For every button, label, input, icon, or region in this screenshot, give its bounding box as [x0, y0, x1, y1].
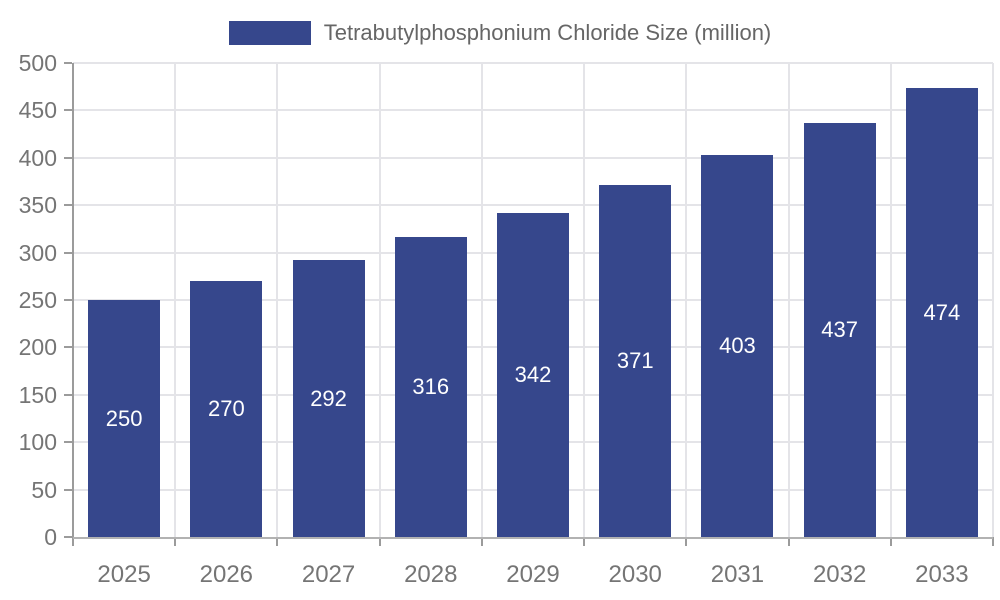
y-tick-label: 250: [18, 287, 57, 313]
bar: [803, 123, 876, 537]
y-axis-tick: [64, 299, 72, 301]
gridline-vertical: [378, 63, 381, 537]
y-axis-tick: [64, 393, 72, 396]
gridline-vertical: [583, 63, 586, 537]
gridline-vertical: [480, 63, 483, 537]
x-tick-label: 2031: [710, 561, 765, 588]
y-axis-line: [72, 63, 74, 546]
plot-area: 0 50 100 150 200 250 300 350 400 450 500 250 2025 270…: [19, 50, 994, 588]
x-axis-tick: [889, 537, 892, 546]
y-axis-tick: [64, 346, 72, 349]
legend-label: Tetrabutylphosphonium Chloride Size (mil…: [323, 20, 772, 45]
y-tick-label: 400: [18, 144, 57, 171]
x-tick-label: 2025: [97, 561, 151, 588]
y-tick-label: 50: [31, 476, 57, 503]
x-axis-line: [73, 537, 993, 539]
y-tick-label: 100: [18, 429, 57, 456]
x-tick-label: 2028: [404, 561, 458, 588]
bar-value-label: 403: [719, 333, 756, 358]
y-tick-label: 300: [18, 239, 57, 266]
bar-value-label: 250: [105, 405, 143, 431]
bar: [905, 88, 978, 537]
y-axis-tick: [64, 62, 72, 64]
bar-value-label: 292: [310, 385, 347, 411]
bar-value-label: 270: [207, 396, 245, 421]
y-axis-tick: [64, 204, 72, 207]
x-axis-tick: [174, 537, 177, 546]
y-axis-tick: [64, 536, 72, 538]
bar-value-label: 316: [412, 374, 450, 399]
y-tick-label: 500: [18, 50, 57, 76]
y-tick-label: 0: [44, 524, 57, 550]
y-tick-label: 350: [18, 192, 57, 219]
y-tick-label: 150: [18, 381, 57, 408]
bar-value-label: 474: [923, 299, 961, 325]
gridline-horizontal: [73, 62, 993, 64]
bar: [88, 300, 161, 537]
x-axis-tick: [378, 537, 381, 546]
bar: [599, 185, 672, 537]
x-axis-tick: [787, 537, 790, 546]
bar: [394, 237, 467, 537]
legend: Tetrabutylphosphonium Chloride Size (mil…: [0, 20, 1000, 46]
gridline-horizontal: [73, 109, 993, 112]
bar-value-label: 437: [821, 317, 859, 342]
x-tick-label: 2026: [199, 561, 254, 588]
bar: [190, 281, 263, 537]
x-axis-tick: [992, 537, 994, 546]
y-axis-tick: [64, 109, 72, 112]
bar: [701, 155, 774, 537]
y-tick-label: 200: [18, 334, 57, 361]
bar: [292, 260, 365, 537]
y-axis-tick: [64, 251, 72, 254]
bar-value-label: 342: [514, 362, 552, 387]
x-tick-label: 2029: [506, 561, 560, 588]
x-tick-label: 2032: [812, 561, 867, 588]
x-axis-tick: [276, 537, 279, 546]
x-tick-label: 2033: [915, 561, 969, 588]
y-tick-label: 450: [18, 97, 57, 124]
y-axis-tick: [64, 488, 72, 491]
gridline-vertical: [787, 63, 790, 537]
gridline-vertical: [174, 63, 177, 537]
x-axis-tick: [583, 537, 586, 546]
bar: [497, 213, 569, 537]
x-axis-tick: [685, 537, 688, 546]
x-axis-tick: [480, 537, 483, 546]
gridline-horizontal: [73, 204, 993, 207]
gridline-vertical: [685, 63, 688, 537]
gridline-vertical: [992, 63, 994, 537]
gridline-vertical: [276, 63, 279, 537]
x-tick-label: 2030: [608, 561, 662, 588]
gridline-vertical: [889, 63, 892, 537]
y-axis-tick: [64, 156, 72, 159]
gridline-horizontal: [73, 156, 993, 159]
x-tick-label: 2027: [301, 561, 356, 588]
legend-swatch: [228, 21, 311, 45]
bar-value-label: 371: [616, 348, 654, 373]
y-axis-tick: [64, 441, 72, 444]
